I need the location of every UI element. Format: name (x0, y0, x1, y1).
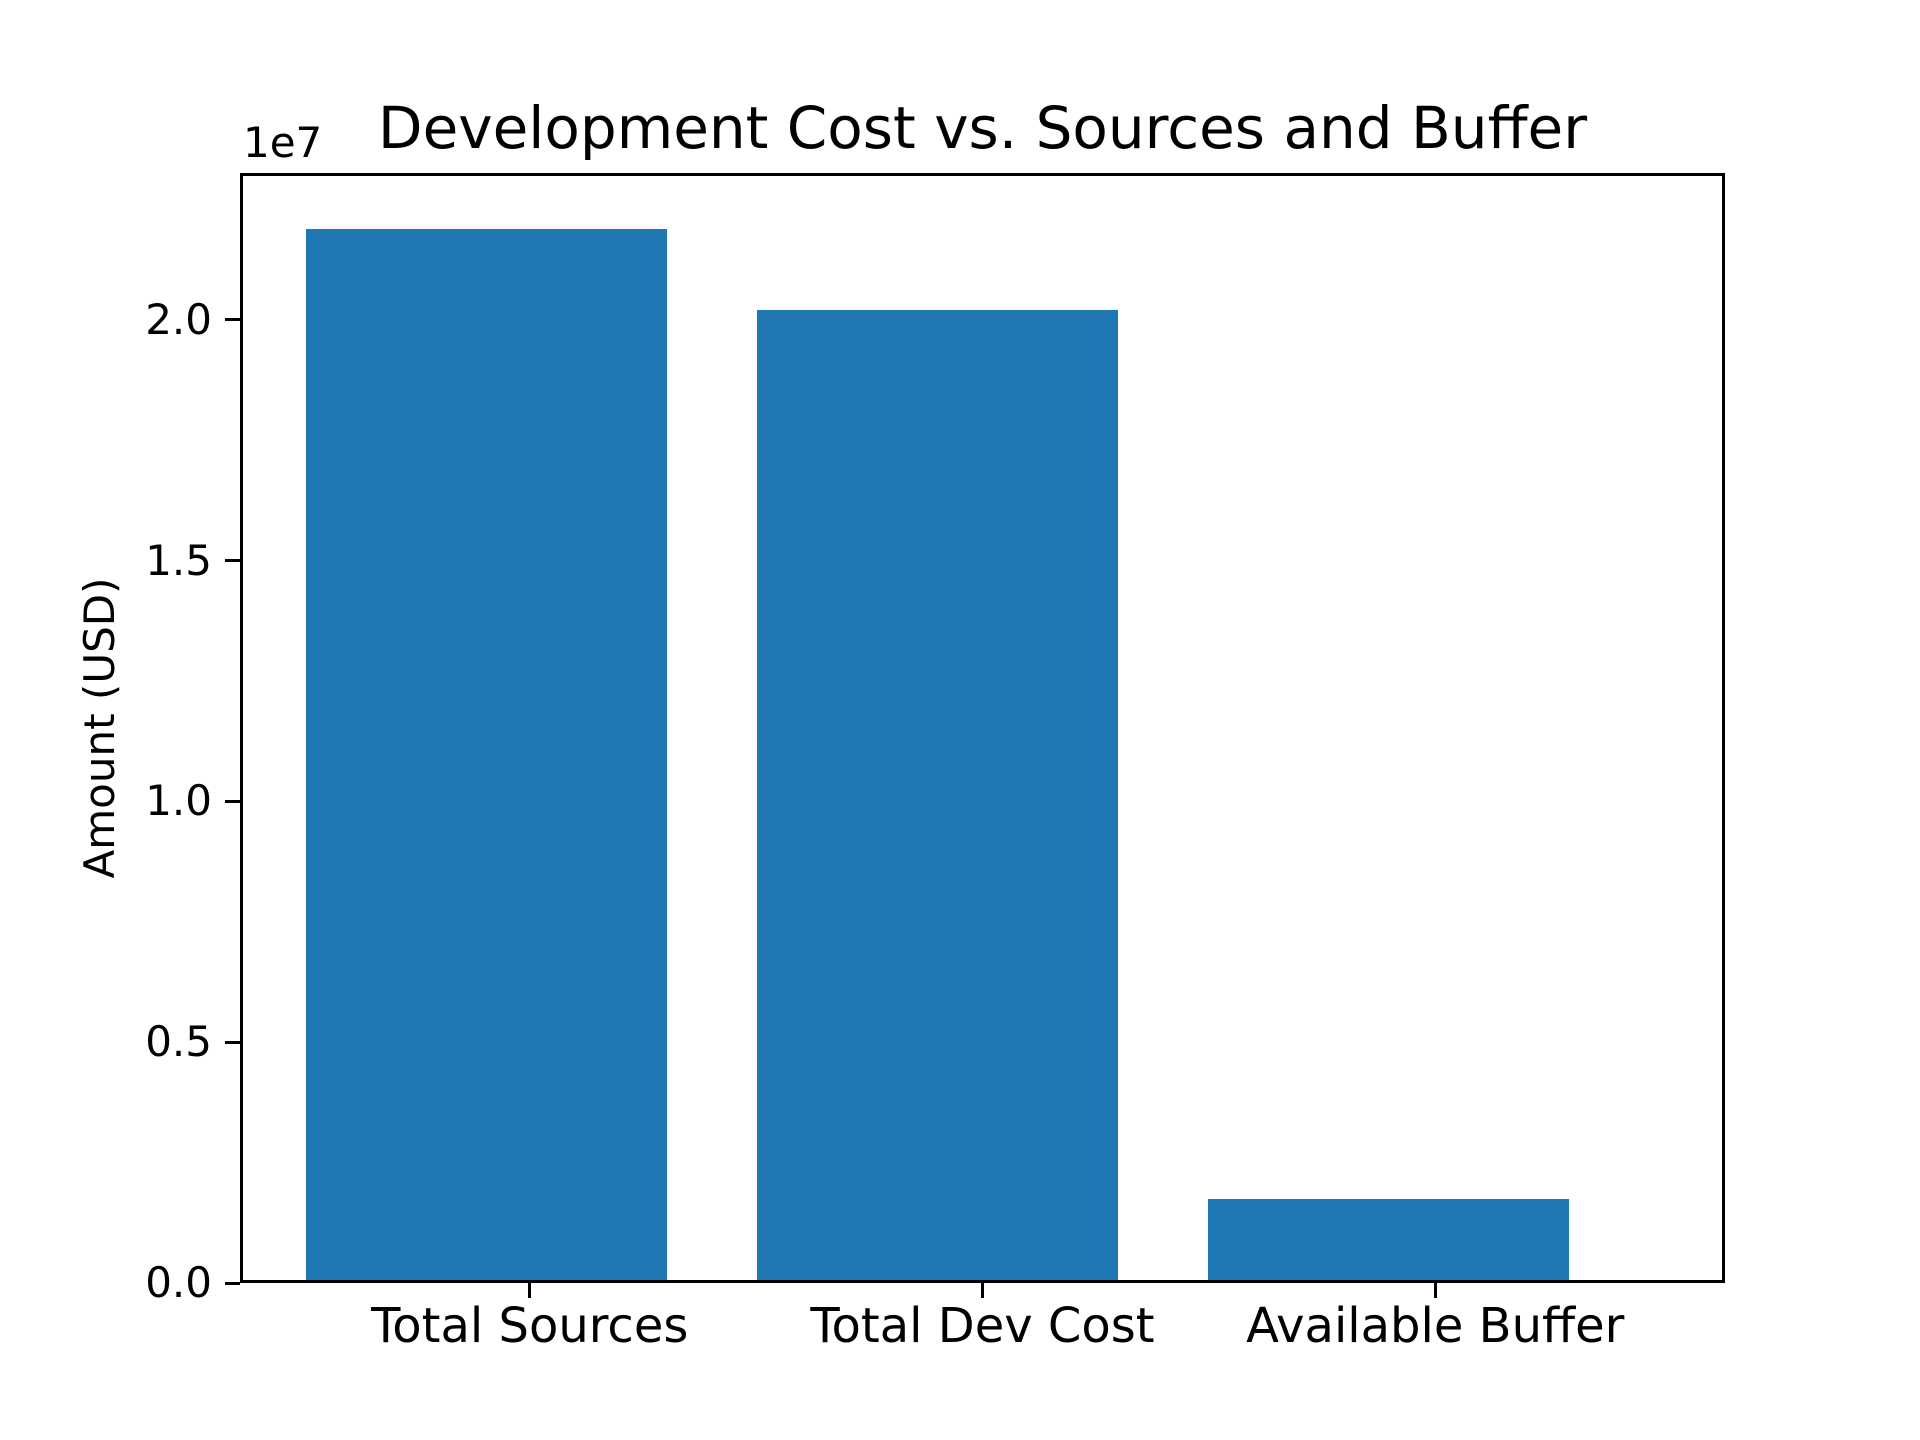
y-axis-label: Amount (USD) (75, 577, 124, 879)
y-tick-label-0.0: 0.0 (145, 1258, 212, 1307)
y-tick-mark-2.0 (225, 318, 240, 322)
x-tick-label-available-buffer: Available Buffer (1246, 1298, 1625, 1354)
chart-title: Development Cost vs. Sources and Buffer (377, 94, 1588, 162)
plot-area (240, 173, 1725, 1283)
x-tick-mark-total-sources (528, 1283, 532, 1298)
bar-total-sources (306, 228, 667, 1280)
bar-total-dev-cost (757, 310, 1118, 1280)
x-tick-mark-available-buffer (1433, 1283, 1437, 1298)
x-tick-label-total-dev-cost: Total Dev Cost (810, 1298, 1155, 1354)
x-tick-mark-total-dev-cost (981, 1283, 984, 1298)
y-tick-label-1.5: 1.5 (145, 535, 212, 585)
y-tick-mark-1.5 (225, 559, 240, 563)
y-tick-mark-0.0 (225, 1281, 240, 1285)
x-tick-label-total-sources: Total Sources (371, 1298, 689, 1354)
y-tick-mark-1.0 (225, 799, 240, 803)
y-tick-label-2.0: 2.0 (145, 294, 212, 344)
y-tick-label-1.0: 1.0 (145, 776, 212, 826)
y-tick-mark-0.5 (225, 1040, 240, 1044)
y-tick-label-0.5: 0.5 (145, 1017, 212, 1067)
y-axis-offset-label: 1e7 (243, 118, 323, 167)
bar-available-buffer (1207, 1198, 1569, 1280)
